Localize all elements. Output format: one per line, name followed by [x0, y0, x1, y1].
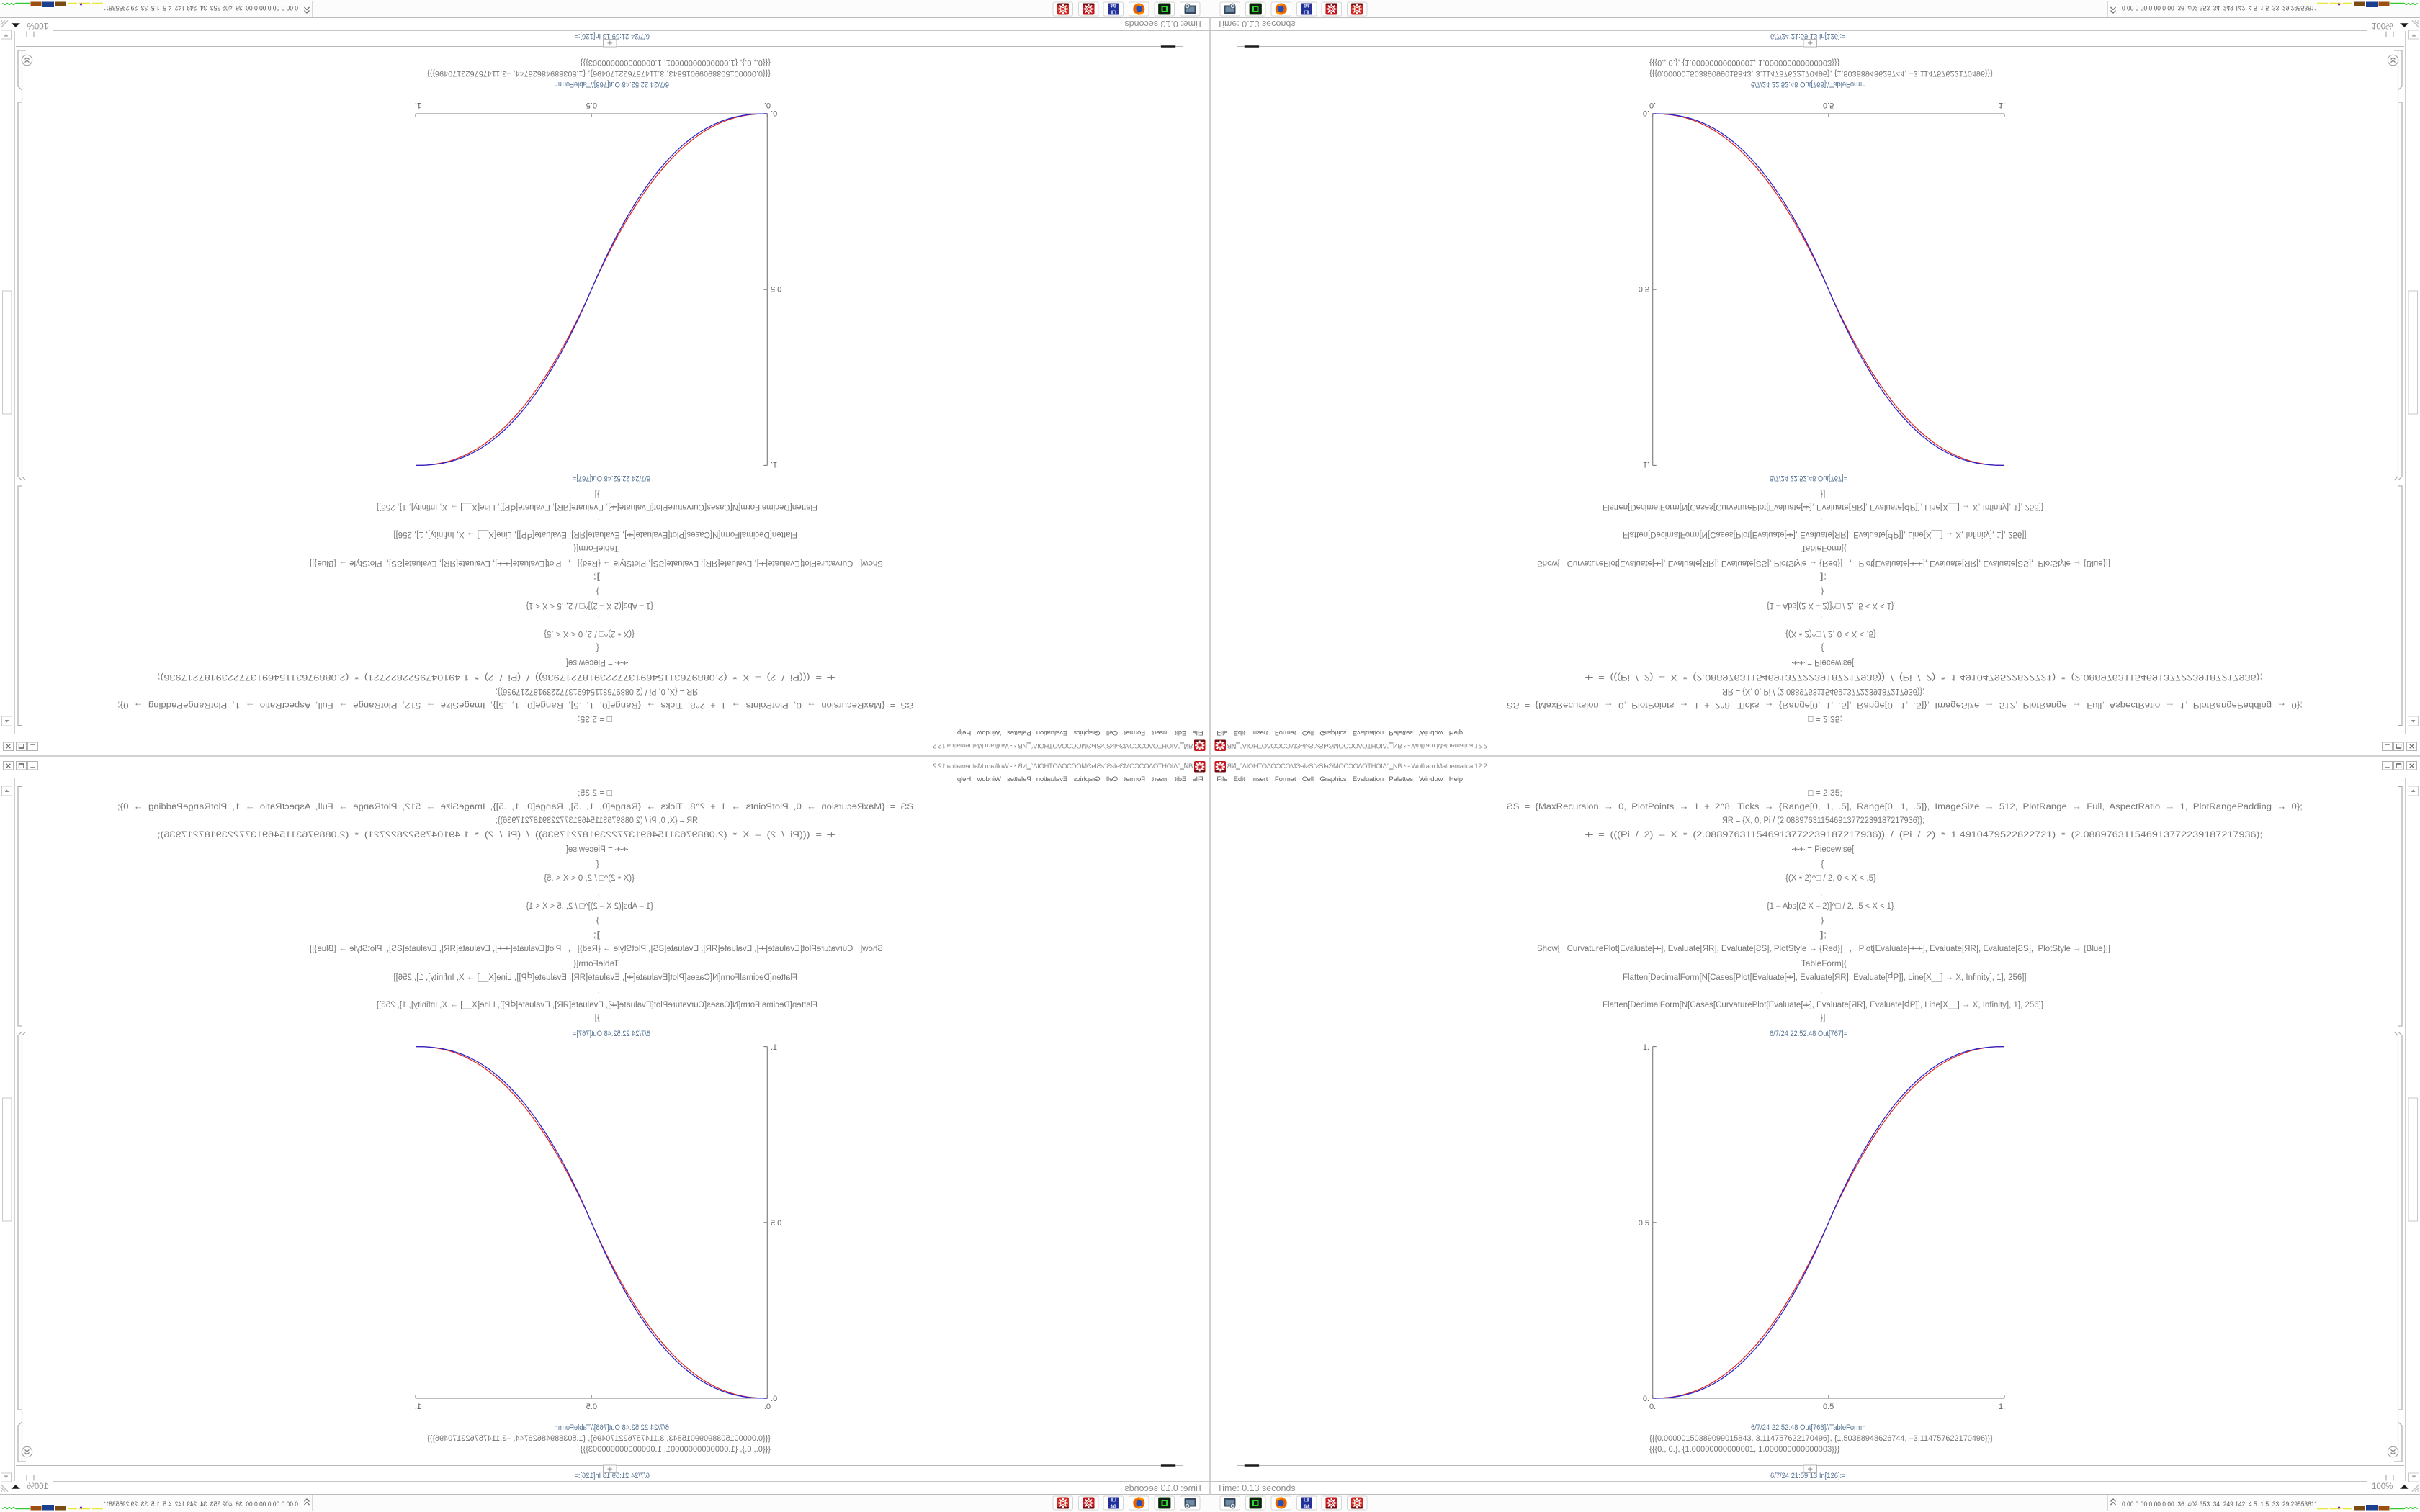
svg-text:64: 64 [1304, 3, 1310, 9]
svg-text:64: 64 [1110, 3, 1116, 9]
svg-text:64: 64 [1304, 1503, 1310, 1510]
svg-text:64: 64 [1110, 1503, 1116, 1510]
